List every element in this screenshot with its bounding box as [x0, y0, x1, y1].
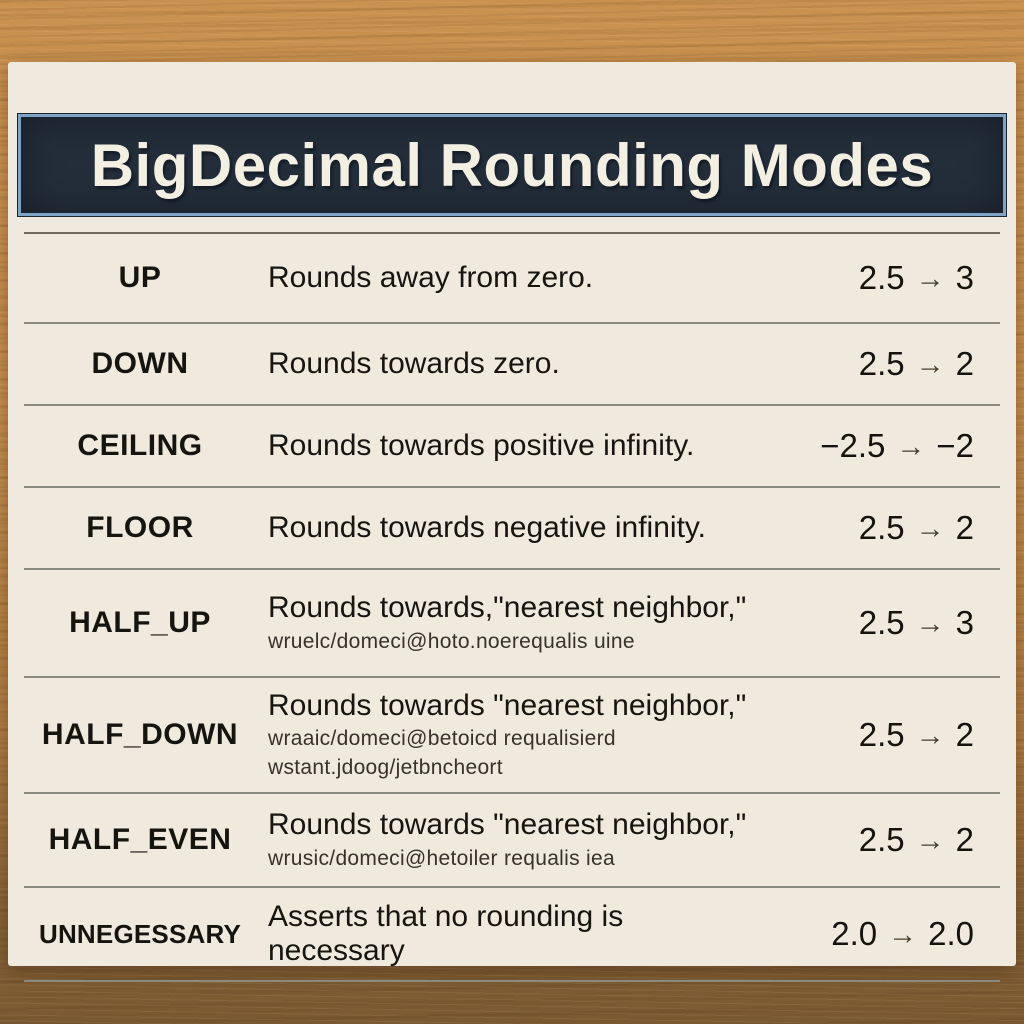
- value-from: 2.5: [858, 345, 905, 382]
- arrow-right-icon: →: [915, 348, 945, 381]
- description-text: Rounds towards "nearest neighbor,": [268, 688, 747, 722]
- example-value: 2.5 → 2: [768, 509, 1000, 547]
- description-text: Asserts that no rounding is necessary: [268, 899, 624, 968]
- mode-description: Rounds towards "nearest neighbor," wrusi…: [256, 808, 768, 872]
- description-subtext: wrusic/domeci@hetoiler requalis iea: [268, 846, 615, 870]
- description-subtext: wraaic/domeci@betoicd requalisierd: [268, 727, 616, 750]
- value-to: 3: [955, 604, 974, 641]
- value-to: 2.0: [928, 915, 974, 952]
- table-row-half-up: HALF_UP Rounds towards,"nearest neighbor…: [24, 570, 1000, 678]
- mode-label: UP: [118, 261, 162, 294]
- example-value: 2.5 → 2: [768, 821, 1000, 859]
- description-text: Rounds towards zero.: [268, 346, 560, 380]
- value-to: 2: [955, 345, 974, 382]
- value-from: −2.5: [820, 427, 886, 464]
- value-to: −2: [936, 427, 974, 464]
- arrow-right-icon: →: [915, 719, 945, 752]
- example-value: 2.5 → 2: [768, 345, 1000, 383]
- value-from: 2.0: [831, 915, 878, 952]
- value-to: 2: [955, 821, 974, 858]
- mode-description: Asserts that no rounding is necessary: [256, 900, 768, 969]
- rounding-modes-card: BigDecimal Rounding Modes UP Rounds away…: [8, 62, 1016, 982]
- mode-label: HALF_EVEN: [48, 823, 232, 856]
- description-text: Rounds towards negative infinity.: [268, 510, 707, 544]
- table-row-half-down: HALF_DOWN Rounds towards "nearest neighb…: [24, 678, 1000, 794]
- arrow-right-icon: →: [915, 607, 945, 640]
- arrow-right-icon: →: [888, 918, 918, 951]
- mode-label: HALF_UP: [69, 606, 211, 639]
- value-from: 2.5: [858, 509, 905, 546]
- mode-description: Rounds towards negative infinity.: [256, 511, 768, 546]
- table-row-ceiling: CEILING Rounds towards positive infinity…: [24, 406, 1000, 488]
- rounding-modes-table: UP Rounds away from zero. 2.5 → 3 DOWN R…: [24, 232, 1000, 982]
- mode-label: UNNEGESSARY: [38, 918, 242, 949]
- example-value: 2.5 → 2: [768, 716, 1000, 754]
- arrow-right-icon: →: [915, 262, 945, 295]
- arrow-right-icon: →: [915, 512, 945, 545]
- description-text: Rounds towards positive infinity.: [268, 428, 695, 462]
- description-text: Rounds towards "nearest neighbor,": [268, 808, 747, 842]
- description-subtext: wstant.jdoog/jetbncheort: [268, 756, 503, 780]
- value-from: 2.5: [858, 716, 905, 753]
- mode-label: HALF_DOWN: [41, 718, 239, 751]
- mode-label: DOWN: [91, 347, 189, 380]
- mode-label: CEILING: [77, 429, 203, 462]
- mode-description: Rounds towards,"nearest neighbor," wruel…: [256, 591, 768, 655]
- table-row-floor: FLOOR Rounds towards negative infinity. …: [24, 488, 1000, 570]
- table-row-half-even: HALF_EVEN Rounds towards "nearest neighb…: [24, 794, 1000, 888]
- mode-description: Rounds towards zero.: [256, 347, 768, 382]
- table-row-unnecessary: UNNEGESSARY Asserts that no rounding is …: [24, 888, 1000, 982]
- arrow-right-icon: →: [915, 824, 945, 857]
- example-value: −2.5 → −2: [768, 427, 1000, 465]
- mode-label: FLOOR: [86, 511, 194, 544]
- example-value: 2.5 → 3: [768, 604, 1000, 642]
- value-from: 2.5: [858, 821, 905, 858]
- value-from: 2.5: [858, 259, 905, 296]
- value-to: 2: [955, 509, 974, 546]
- mode-description: Rounds towards "nearest neighbor," wraai…: [256, 689, 768, 782]
- description-text: Rounds away from zero.: [268, 260, 594, 294]
- page-title: BigDecimal Rounding Modes: [90, 131, 934, 199]
- table-row-down: DOWN Rounds towards zero. 2.5 → 2: [24, 324, 1000, 406]
- value-to: 2: [955, 716, 974, 753]
- example-value: 2.5 → 3: [768, 259, 1000, 297]
- mode-description: Rounds towards positive infinity.: [256, 429, 768, 464]
- value-to: 3: [955, 259, 974, 296]
- description-text: Rounds towards,"nearest neighbor,": [268, 591, 747, 625]
- title-banner: BigDecimal Rounding Modes: [18, 114, 1006, 216]
- example-value: 2.0 → 2.0: [768, 915, 1000, 953]
- arrow-right-icon: →: [896, 430, 926, 463]
- table-row-up: UP Rounds away from zero. 2.5 → 3: [24, 234, 1000, 324]
- value-from: 2.5: [858, 604, 905, 641]
- description-subtext: wruelc/domeci@hoto.noerequalis uine: [268, 629, 635, 653]
- mode-description: Rounds away from zero.: [256, 261, 768, 296]
